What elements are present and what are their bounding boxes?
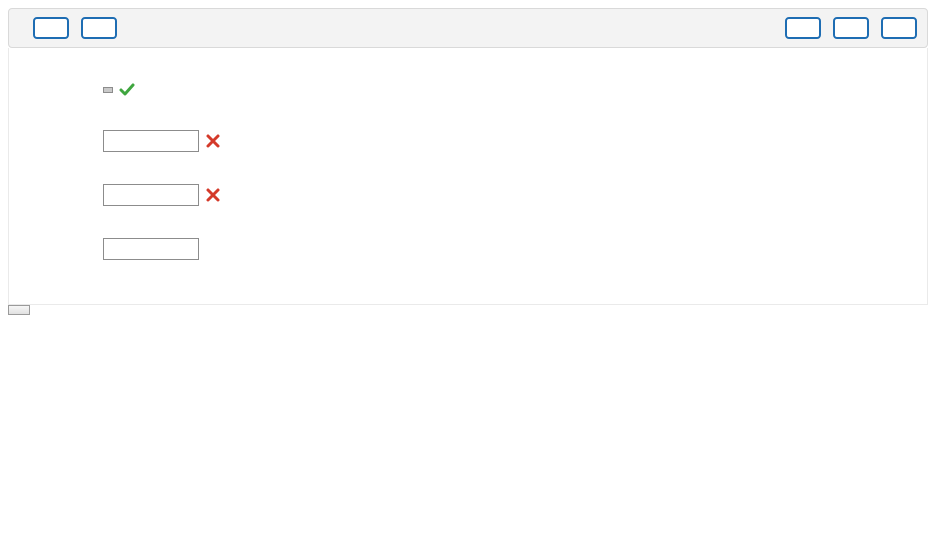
question-body (8, 48, 928, 305)
parts-container (67, 76, 891, 260)
part-d (67, 232, 891, 260)
submit-bar (8, 305, 928, 315)
part-b-input[interactable] (103, 130, 199, 152)
check-icon (119, 82, 135, 98)
part-c (67, 178, 891, 206)
submit-answer-button[interactable] (8, 305, 30, 315)
header-right-buttons (785, 17, 917, 39)
part-b (67, 124, 891, 152)
part-a (67, 76, 891, 98)
my-notes-button[interactable] (785, 17, 821, 39)
header-left-buttons (33, 17, 117, 39)
ask-teacher-button[interactable] (833, 17, 869, 39)
x-icon (205, 187, 221, 203)
question-header (8, 8, 928, 48)
part-d-input[interactable] (103, 238, 199, 260)
details-button[interactable] (33, 17, 69, 39)
x-icon (205, 133, 221, 149)
practice-another-button[interactable] (881, 17, 917, 39)
part-c-input[interactable] (103, 184, 199, 206)
previous-answers-button[interactable] (81, 17, 117, 39)
part-a-answer (103, 87, 113, 93)
